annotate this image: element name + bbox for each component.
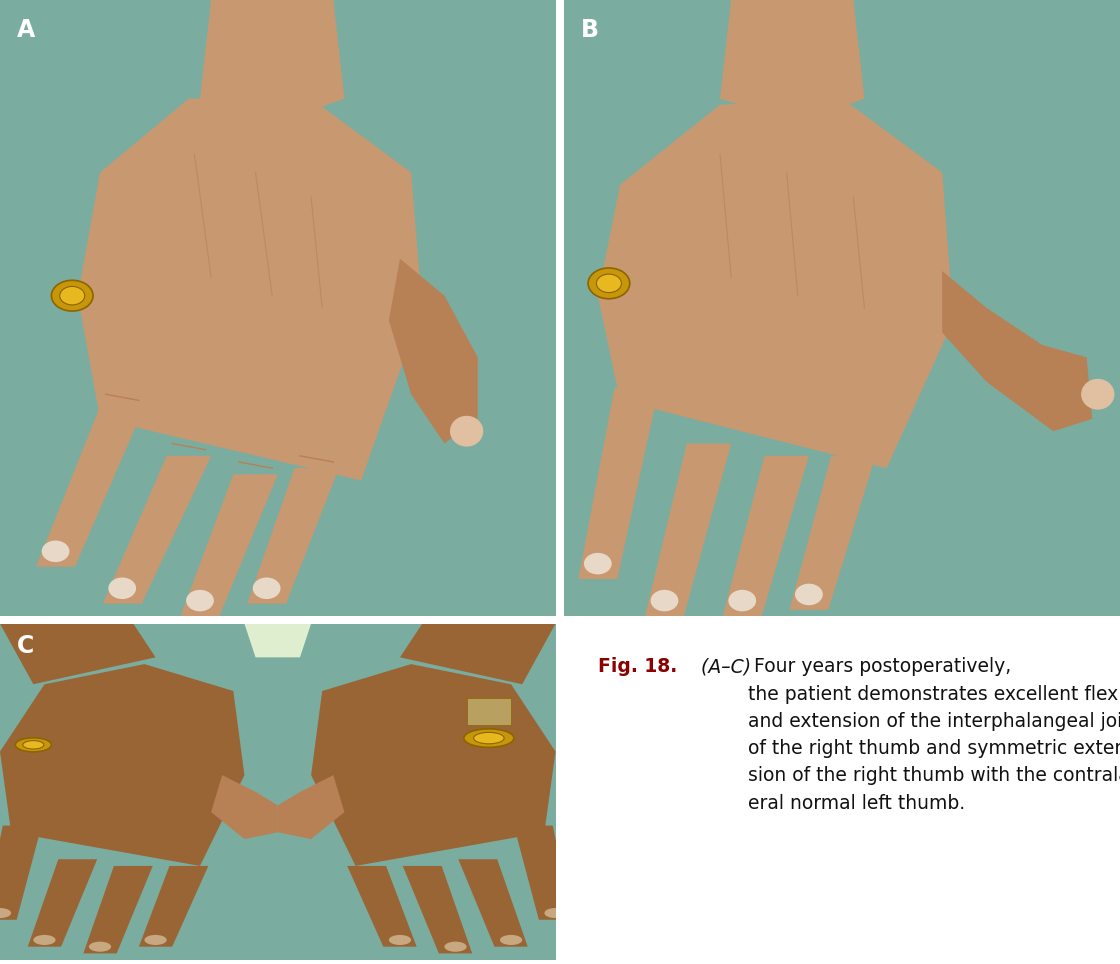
Polygon shape	[36, 407, 144, 567]
Ellipse shape	[253, 577, 280, 599]
Ellipse shape	[464, 729, 514, 747]
Polygon shape	[139, 866, 208, 947]
Polygon shape	[514, 825, 572, 920]
Ellipse shape	[450, 415, 484, 446]
Bar	[467, 698, 511, 725]
Ellipse shape	[22, 740, 44, 749]
Ellipse shape	[445, 942, 467, 951]
Ellipse shape	[597, 274, 622, 293]
Text: C: C	[17, 633, 34, 657]
Polygon shape	[0, 825, 41, 920]
Text: Fig. 18.: Fig. 18.	[598, 657, 678, 677]
Ellipse shape	[0, 908, 11, 918]
Polygon shape	[311, 664, 556, 866]
Polygon shape	[403, 866, 473, 953]
Polygon shape	[278, 775, 345, 839]
Polygon shape	[942, 271, 1092, 431]
Text: A: A	[17, 18, 35, 42]
Polygon shape	[28, 859, 97, 947]
Ellipse shape	[474, 733, 504, 744]
Polygon shape	[103, 456, 211, 603]
Polygon shape	[400, 624, 556, 684]
Polygon shape	[77, 98, 422, 480]
Polygon shape	[83, 866, 152, 953]
Ellipse shape	[144, 935, 167, 945]
Polygon shape	[200, 0, 345, 123]
Ellipse shape	[41, 541, 69, 562]
Ellipse shape	[109, 577, 137, 599]
Polygon shape	[248, 469, 339, 603]
Text: B: B	[581, 18, 599, 42]
Polygon shape	[180, 474, 278, 616]
Ellipse shape	[186, 590, 214, 611]
Ellipse shape	[59, 286, 85, 305]
Polygon shape	[0, 624, 156, 684]
Polygon shape	[458, 859, 528, 947]
Ellipse shape	[544, 908, 567, 918]
Ellipse shape	[795, 583, 823, 605]
Polygon shape	[347, 866, 417, 947]
Ellipse shape	[16, 737, 52, 752]
Ellipse shape	[728, 590, 756, 611]
Text: (A–C): (A–C)	[696, 657, 752, 677]
Polygon shape	[244, 624, 311, 657]
Ellipse shape	[651, 590, 679, 611]
Ellipse shape	[88, 942, 111, 951]
Ellipse shape	[389, 935, 411, 945]
Ellipse shape	[588, 268, 629, 299]
Polygon shape	[598, 98, 953, 469]
Polygon shape	[645, 443, 731, 616]
Polygon shape	[0, 664, 244, 866]
Text: Four years postoperatively,
the patient demonstrates excellent flexion
and exten: Four years postoperatively, the patient …	[748, 657, 1120, 813]
Ellipse shape	[34, 935, 56, 945]
Polygon shape	[578, 388, 659, 579]
Polygon shape	[389, 258, 478, 443]
Polygon shape	[720, 0, 865, 123]
Ellipse shape	[500, 935, 522, 945]
Ellipse shape	[52, 281, 93, 311]
Polygon shape	[722, 456, 809, 616]
Ellipse shape	[1081, 379, 1114, 410]
Ellipse shape	[584, 553, 612, 575]
Polygon shape	[790, 456, 876, 610]
Polygon shape	[211, 775, 278, 839]
